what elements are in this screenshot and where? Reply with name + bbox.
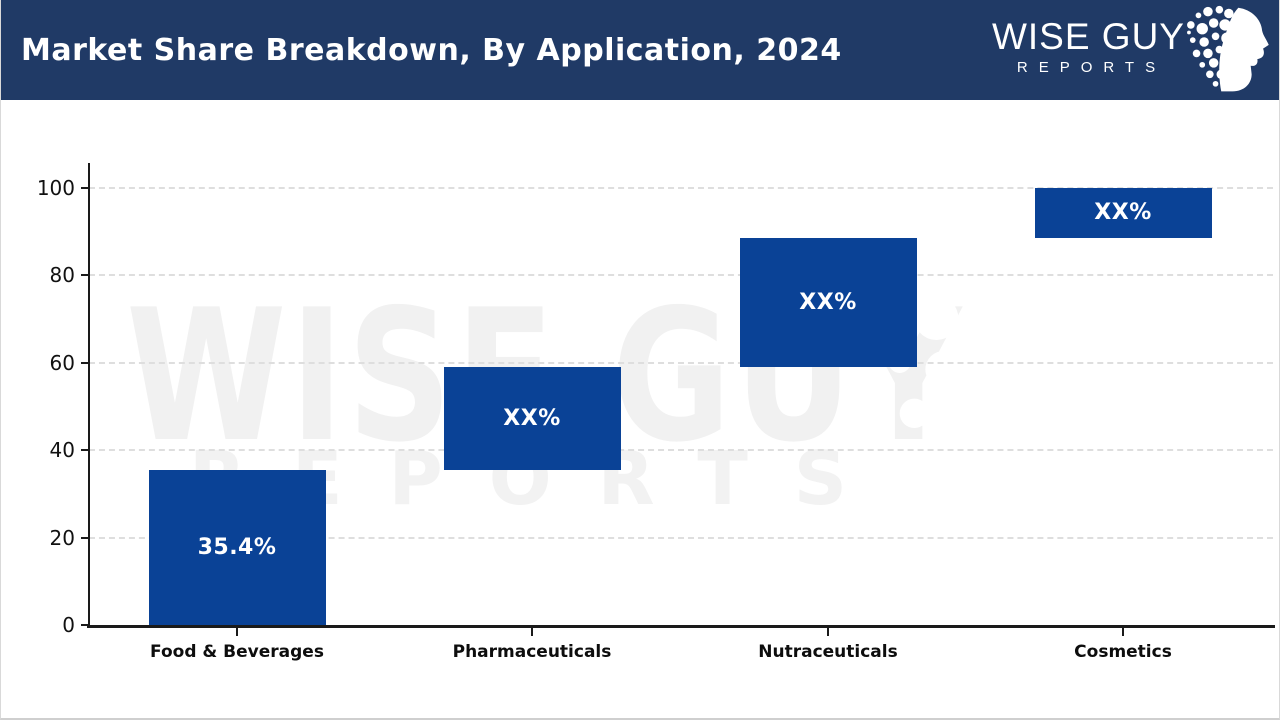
x-axis-line — [87, 625, 1275, 628]
bar-value-label: XX% — [503, 406, 561, 432]
bar-value-label: XX% — [799, 289, 857, 315]
wiseguy-logo-sub: REPORTS — [1016, 59, 1167, 76]
y-axis-line — [88, 163, 90, 627]
x-tick-2 — [827, 628, 829, 636]
y-tick-label: 60 — [49, 350, 75, 375]
y-tick-80 — [81, 274, 89, 277]
bar-nutraceuticals: XX% — [739, 237, 917, 368]
y-tick-100 — [81, 187, 89, 189]
wiseguy-logo: WISE GUY REPORTS — [992, 2, 1269, 98]
gridline-40 — [89, 449, 1273, 452]
x-tick-0 — [236, 628, 238, 636]
y-tick-40 — [81, 449, 89, 452]
x-tick-1 — [531, 628, 533, 636]
gridline-20 — [89, 536, 1273, 539]
wiseguy-logo-text: WISE GUY REPORTS — [992, 18, 1185, 76]
gridline-100 — [89, 187, 1273, 189]
bar-cosmetics: XX% — [1034, 188, 1212, 238]
y-tick-label: 20 — [49, 525, 75, 550]
wiseguy-logo-brand: WISE GUY — [991, 16, 1185, 57]
y-tick-label: 100 — [36, 176, 75, 200]
bar-value-label: 35.4% — [197, 535, 277, 561]
gridline-80 — [89, 274, 1273, 277]
x-category-label: Food & Beverages — [150, 642, 324, 662]
y-tick-label: 0 — [62, 613, 75, 637]
x-category-label: Cosmetics — [1074, 642, 1172, 662]
x-tick-3 — [1122, 628, 1124, 636]
chart-title: Market Share Breakdown, By Application, … — [21, 32, 842, 68]
x-category-label: Nutraceuticals — [758, 642, 898, 662]
y-tick-label: 80 — [49, 263, 75, 288]
bar-food-beverages: 35.4% — [148, 470, 326, 625]
x-category-label: Pharmaceuticals — [452, 642, 612, 662]
y-tick-20 — [81, 536, 89, 539]
y-tick-label: 40 — [49, 438, 75, 463]
header-bar: Market Share Breakdown, By Application, … — [1, 0, 1279, 100]
y-tick-60 — [81, 361, 89, 364]
wiseguy-face-icon — [1187, 5, 1269, 92]
chart-area: WISE GUY REPORTS 0 20 40 60 80 100 35.4% XX% XX%… — [1, 100, 1279, 718]
bar-pharmaceuticals: XX% — [443, 367, 621, 471]
bar-value-label: XX% — [1094, 200, 1152, 226]
gridline-60 — [89, 361, 1273, 364]
y-tick-0 — [81, 624, 89, 626]
